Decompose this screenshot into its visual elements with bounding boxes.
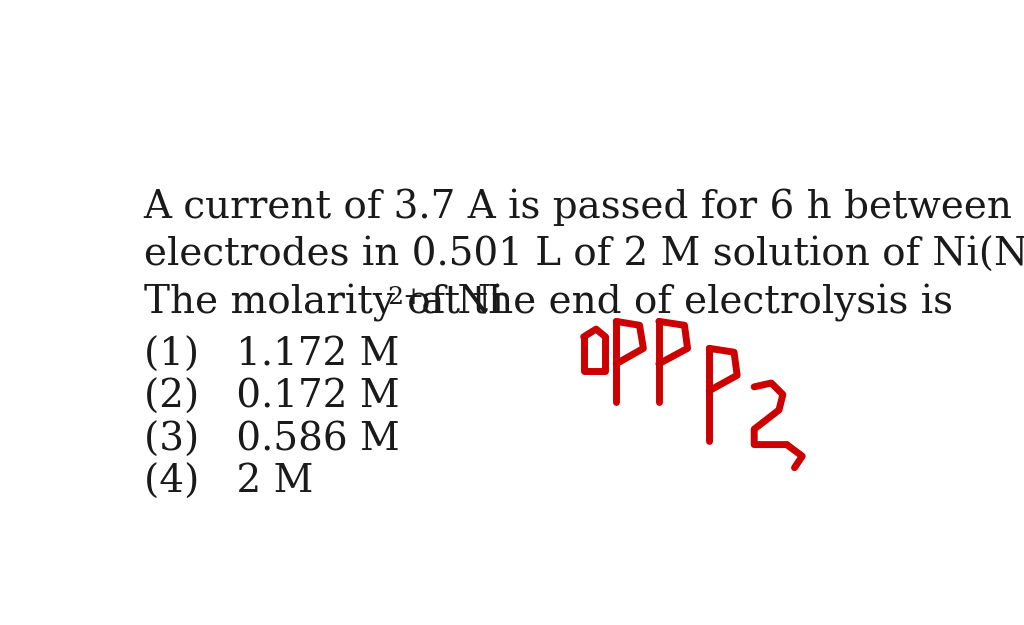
Text: (3)   0.586 M: (3) 0.586 M <box>143 421 399 459</box>
Text: The molarity of Ni: The molarity of Ni <box>143 284 503 322</box>
Text: electrodes in 0.501 L of 2 M solution of Ni(NC: electrodes in 0.501 L of 2 M solution of… <box>143 237 1024 274</box>
Text: (2)   0.172 M: (2) 0.172 M <box>143 379 399 416</box>
Text: at the end of electrolysis is: at the end of electrolysis is <box>410 284 953 322</box>
Text: (4)   2 M: (4) 2 M <box>143 464 313 501</box>
Text: A current of 3.7 A is passed for 6 h between nic: A current of 3.7 A is passed for 6 h bet… <box>143 189 1024 226</box>
Text: 2+: 2+ <box>388 286 425 309</box>
Text: (1)   1.172 M: (1) 1.172 M <box>143 337 399 374</box>
